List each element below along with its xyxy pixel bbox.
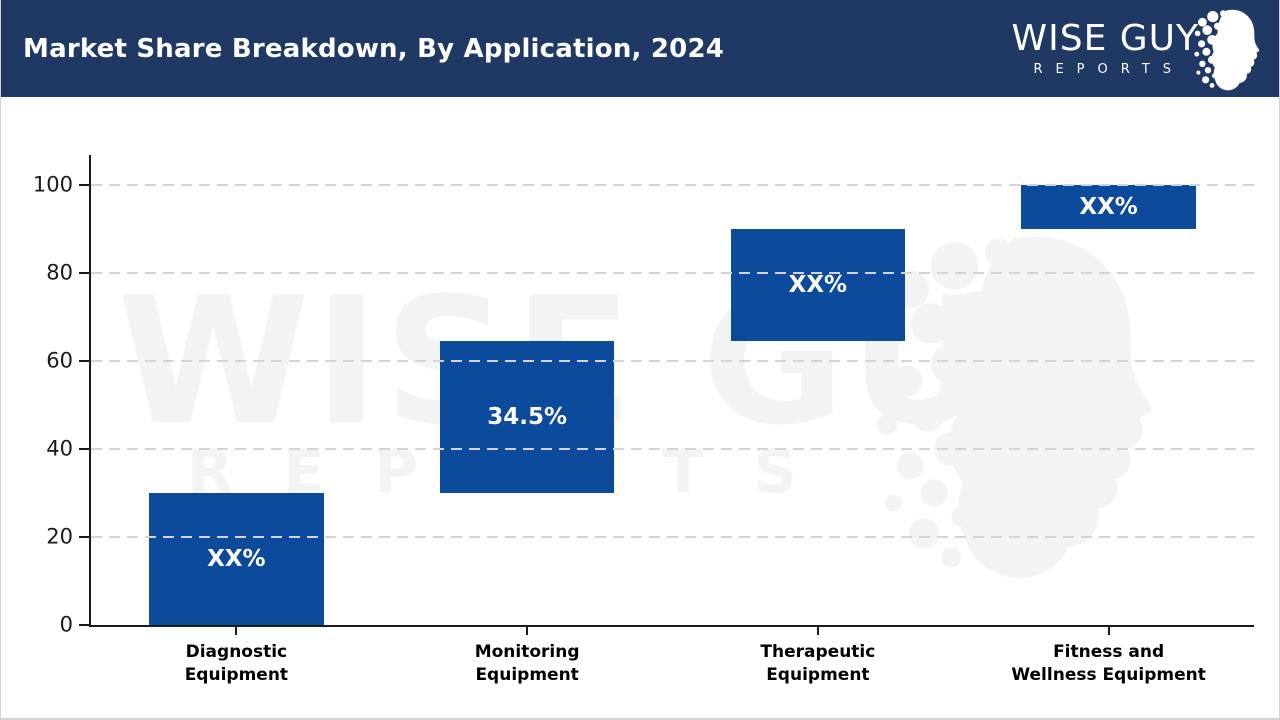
y-axis-tick-80 (79, 272, 89, 274)
y-axis-tick-100 (79, 184, 89, 186)
plot-area: 0 20 40 60 80 100 XX% Diagnostic Equipment 34.5% M… (33, 155, 1254, 685)
y-axis-label-0: 0 (59, 612, 73, 637)
x-category-label-2: Monitoring Equipment (474, 642, 580, 685)
y-axis-label-20: 20 (46, 524, 73, 549)
y-axis-label-40: 40 (46, 436, 73, 461)
gridline-y-20 (91, 536, 1254, 538)
y-axis-label-60: 60 (46, 348, 73, 373)
logo-subtitle: REPORTS (1033, 61, 1185, 77)
wise-guy-logo: WISE GUY REPORTS (1012, 7, 1266, 91)
bar-value-label-3: XX% (788, 272, 848, 299)
bar-1: XX% (149, 493, 324, 625)
y-axis-tick-0 (79, 624, 89, 626)
bar-value-label-1: XX% (207, 546, 266, 572)
x-axis-tick-3 (816, 627, 819, 635)
y-axis-tick-60 (79, 360, 89, 362)
x-axis-tick-1 (235, 627, 238, 635)
gridline-y-60 (91, 360, 1254, 362)
x-category-label-1: Diagnostic Equipment (184, 642, 289, 685)
page-title: Market Share Breakdown, By Application, … (23, 33, 725, 64)
y-axis-label-100: 100 (32, 172, 73, 197)
y-axis-tick-40 (79, 448, 89, 450)
x-axis-tick-2 (526, 627, 529, 635)
gridline-y-80 (91, 272, 1254, 274)
header-bar: Market Share Breakdown, By Application, … (1, 0, 1279, 97)
y-axis-tick-20 (79, 536, 89, 538)
logo-wordmark: WISE GUY (1011, 17, 1199, 59)
chart-canvas: WISE GUY REPORTS 020406080100XX%Diagnost… (1, 97, 1279, 718)
x-axis-tick-4 (1107, 627, 1110, 635)
x-category-label-4: Fitness and Wellness Equipment (1011, 642, 1206, 685)
bar-value-label-2: 34.5% (487, 404, 567, 431)
x-category-label-3: Therapeutic Equipment (760, 642, 876, 685)
logo-text: WISE GUY REPORTS (1011, 17, 1200, 77)
gridline-y-100 (91, 184, 1254, 186)
bar-2: 34.5% (439, 341, 615, 493)
gridline-y-40 (91, 448, 1254, 450)
bar-3: XX% (730, 229, 906, 342)
bar-4: XX% (1021, 185, 1196, 229)
y-axis-label-80: 80 (46, 260, 73, 285)
bar-value-label-4: XX% (1079, 194, 1138, 220)
head-profile-dots-icon (1194, 9, 1260, 90)
